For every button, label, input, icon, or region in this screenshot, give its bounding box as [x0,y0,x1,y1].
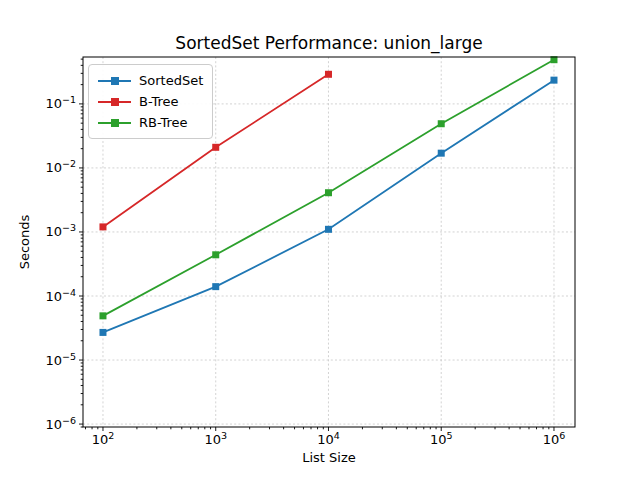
legend-item-sortedset: SortedSet [89,70,212,91]
data-point-marker [99,312,106,319]
svg-text:10−4: 10−4 [45,287,76,304]
data-point-marker [99,223,106,230]
legend-line-marker-icon [98,101,131,103]
data-point-marker [438,120,445,127]
svg-text:104: 104 [317,430,340,447]
data-point-marker [325,189,332,196]
svg-text:105: 105 [430,430,453,447]
svg-text:102: 102 [92,430,115,447]
legend-item-label: SortedSet [139,74,203,87]
data-point-marker [550,77,557,84]
svg-text:10−2: 10−2 [45,158,76,175]
svg-text:10−1: 10−1 [45,94,76,111]
legend-item-b-tree: B-Tree [89,91,212,112]
legend: SortedSet B-Tree RB-Tree [88,64,213,139]
chart-title: SortedSet Performance: union_large [83,33,575,53]
svg-text:10−6: 10−6 [45,415,76,432]
x-axis-label: List Size [83,450,575,465]
data-point-marker [438,150,445,157]
data-point-marker [212,283,219,290]
svg-text:103: 103 [204,430,227,447]
legend-line-marker-icon [98,122,131,124]
y-axis-label: Seconds [17,215,32,270]
svg-text:10−5: 10−5 [45,351,76,368]
legend-item-label: RB-Tree [139,116,188,129]
tick-labels: 102 103 104 105 106 10−1 10−2 10−3 10−4 10−5 10−6 [45,94,565,447]
legend-item-label: B-Tree [139,95,179,108]
data-point-marker [325,71,332,78]
data-point-marker [212,251,219,258]
svg-text:10−3: 10−3 [45,222,76,239]
svg-text:106: 106 [543,430,566,447]
data-point-marker [325,226,332,233]
figure: 10210310410510610−110−210−310−410−510−6 … [0,0,640,480]
legend-item-rb-tree: RB-Tree [89,112,212,133]
legend-line-marker-icon [98,80,131,82]
data-point-marker [212,144,219,151]
data-point-marker [99,329,106,336]
